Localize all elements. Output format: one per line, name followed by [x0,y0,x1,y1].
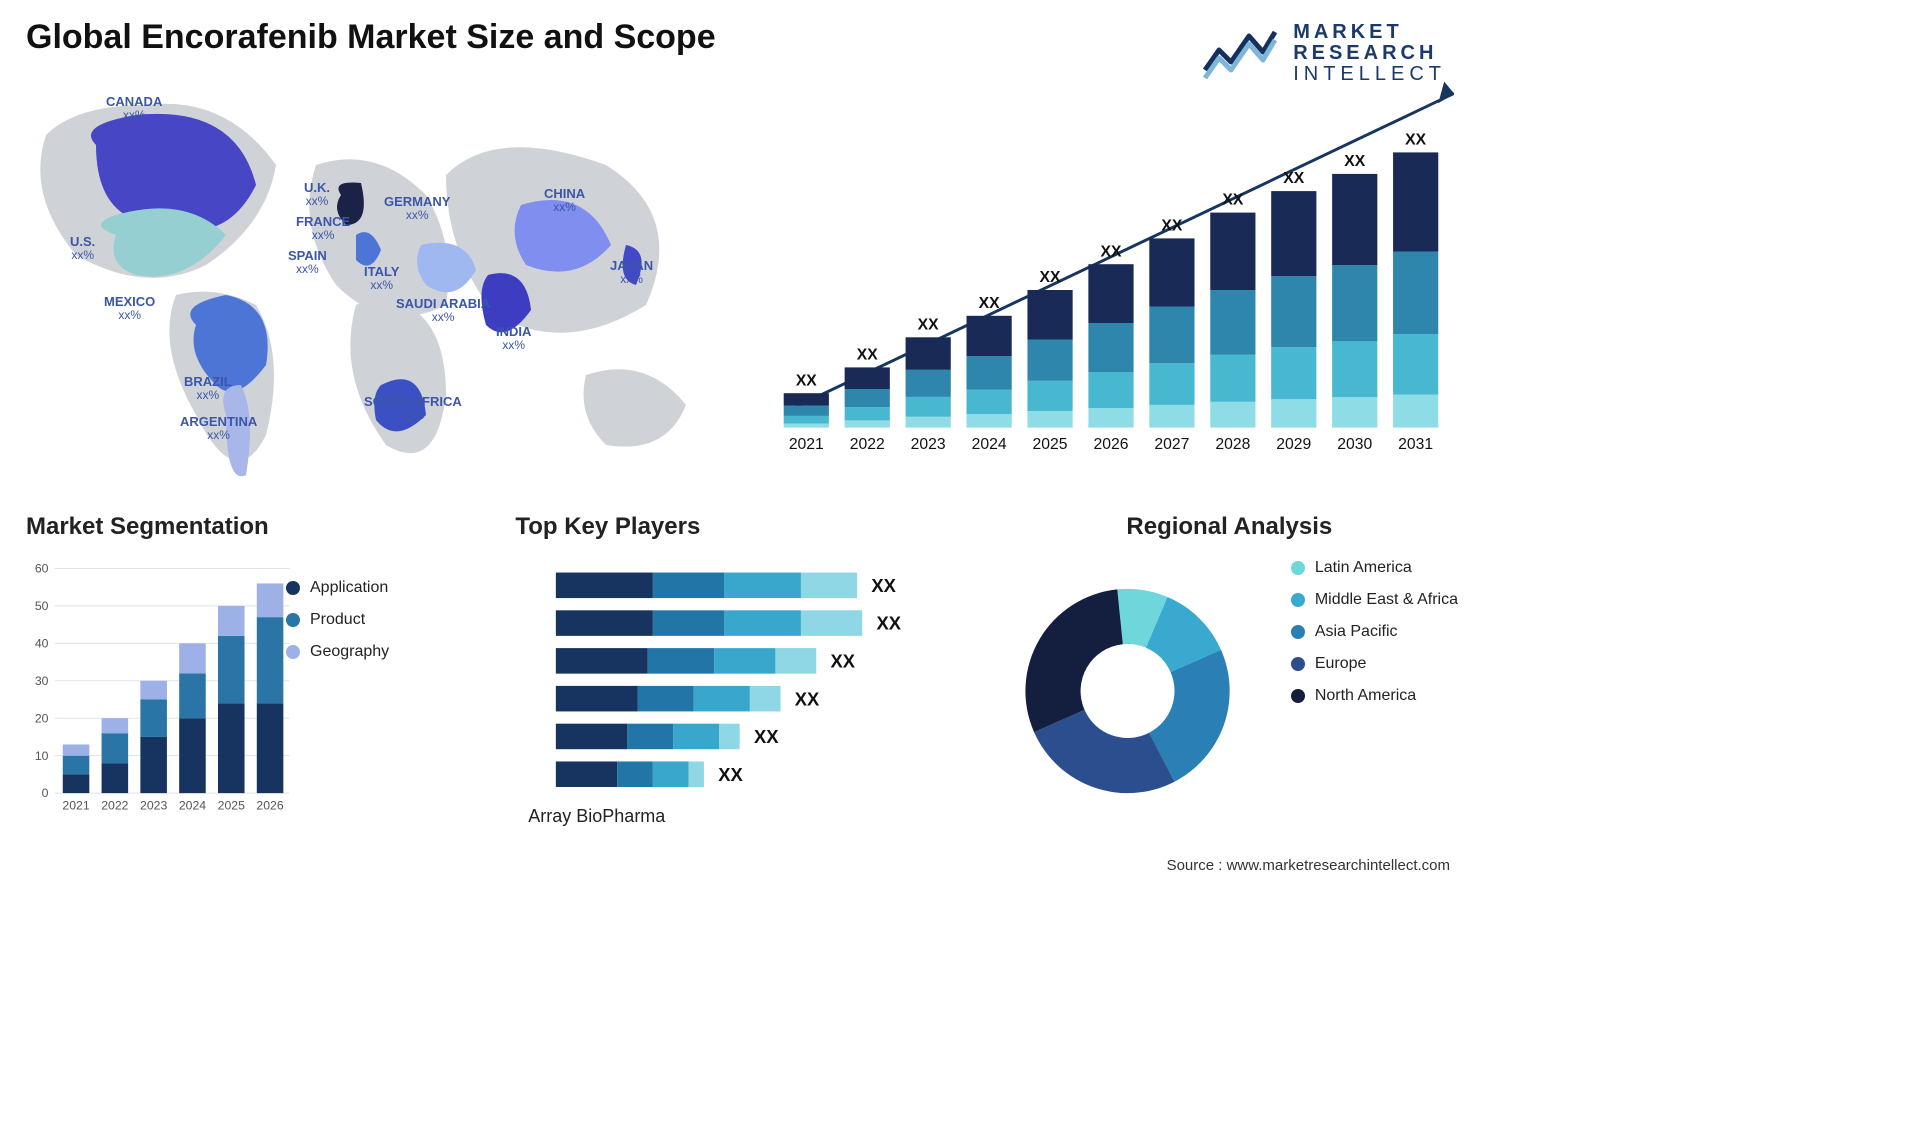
segmentation-title: Market Segmentation [26,513,475,541]
map-label-canada: CANADAxx% [106,95,162,122]
map-label-japan: JAPANxx% [610,259,653,286]
map-label-saudi-arabia: SAUDI ARABIAxx% [396,297,490,324]
world-map: CANADAxx% U.S.xx% MEXICOxx% BRAZILxx% ARGENT… [26,75,726,505]
map-label-u-s-: U.S.xx% [70,235,95,262]
svg-text:2022: 2022 [850,436,885,453]
svg-text:2027: 2027 [1154,436,1189,453]
svg-text:XX: XX [795,688,820,709]
svg-text:20: 20 [35,711,49,725]
regional-legend-item: North America [1291,687,1458,705]
source-line: Source : www.marketresearchintellect.com [1167,857,1450,874]
svg-text:10: 10 [35,749,49,763]
regional-legend-item: Middle East & Africa [1291,591,1458,609]
svg-text:2024: 2024 [179,798,206,812]
seg-legend-item: Application [286,579,389,597]
svg-text:2028: 2028 [1215,436,1250,453]
map-label-u-k-: U.K.xx% [304,181,330,208]
svg-text:XX: XX [918,316,939,333]
map-label-brazil: BRAZILxx% [184,375,232,402]
svg-text:2023: 2023 [140,798,167,812]
svg-text:2021: 2021 [789,436,824,453]
svg-text:2026: 2026 [256,798,283,812]
seg-legend-item: Geography [286,643,389,661]
map-label-spain: SPAINxx% [288,249,327,276]
svg-text:0: 0 [42,786,49,800]
svg-text:XX: XX [719,764,744,785]
svg-text:XX: XX [877,613,902,634]
map-label-italy: ITALYxx% [364,265,399,292]
svg-text:XX: XX [1161,218,1182,235]
svg-text:50: 50 [35,599,49,613]
svg-text:XX: XX [1222,192,1243,209]
svg-text:2022: 2022 [101,798,128,812]
svg-text:XX: XX [1405,132,1426,149]
regional-legend-item: Latin America [1291,559,1458,577]
map-label-germany: GERMANYxx% [384,195,450,222]
players-panel: Top Key Players XX XX XX XX XX XX Array BioPh… [515,513,964,833]
regional-legend: Latin America Middle East & Africa Asia Pa… [1291,559,1458,719]
segmentation-panel: Market Segmentation 0 10 20 30 40 50 60 2021 202… [26,513,475,833]
svg-text:XX: XX [1283,170,1304,187]
regional-title: Regional Analysis [1005,513,1454,541]
svg-text:XX: XX [1344,153,1365,170]
regional-legend-item: Europe [1291,655,1458,673]
brand-line2: RESEARCH [1293,43,1446,64]
svg-text:30: 30 [35,674,49,688]
map-label-china: CHINAxx% [544,187,585,214]
players-left-label: Array BioPharma [515,806,665,827]
svg-text:2025: 2025 [218,798,245,812]
map-label-argentina: ARGENTINAxx% [180,415,257,442]
regional-legend-item: Asia Pacific [1291,623,1458,641]
brand-mark-icon [1201,26,1279,82]
svg-text:XX: XX [796,372,817,389]
map-label-south-africa: SOUTH AFRICAxx% [364,395,462,422]
svg-text:2026: 2026 [1093,436,1128,453]
regional-panel: Regional Analysis Latin AmericaMiddle Ea… [1005,513,1454,833]
players-title: Top Key Players [515,513,964,541]
map-label-india: INDIAxx% [496,325,531,352]
svg-text:XX: XX [857,347,878,364]
forecast-chart: XX 2021 XX 2022 XX 2023 XX 2024 XX 2025 XX 2026 XX 20… [766,75,1454,505]
svg-text:2031: 2031 [1398,436,1433,453]
svg-text:40: 40 [35,636,49,650]
svg-text:2029: 2029 [1276,436,1311,453]
brand-line1: MARKET [1293,22,1446,43]
svg-text:XX: XX [872,575,897,596]
svg-text:2025: 2025 [1033,436,1068,453]
map-label-mexico: MEXICOxx% [104,295,155,322]
svg-text:2021: 2021 [62,798,89,812]
svg-text:XX: XX [1100,243,1121,260]
svg-text:2023: 2023 [911,436,946,453]
svg-text:2030: 2030 [1337,436,1372,453]
svg-text:XX: XX [831,651,856,672]
svg-text:XX: XX [754,726,779,747]
svg-text:XX: XX [1040,269,1061,286]
segmentation-legend: Application Product Geography [286,579,389,675]
page: Global Encorafenib Market Size and Scope… [0,0,1480,880]
map-label-france: FRANCExx% [296,215,350,242]
svg-text:XX: XX [979,295,1000,312]
svg-text:2024: 2024 [972,436,1007,453]
svg-text:60: 60 [35,562,49,576]
seg-legend-item: Product [286,611,389,629]
